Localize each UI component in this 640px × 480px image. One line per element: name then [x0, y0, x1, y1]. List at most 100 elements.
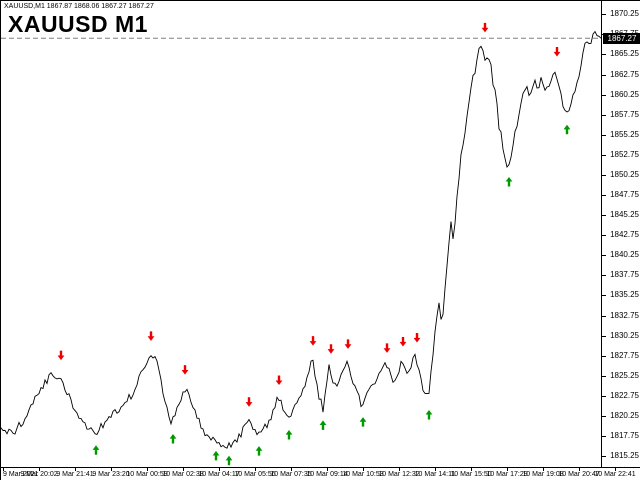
- price-tick-mark: [602, 235, 606, 237]
- price-tick-mark: [602, 355, 606, 357]
- sell-signal-arrow: [383, 343, 391, 353]
- price-tick-mark: [602, 395, 606, 397]
- price-tick-label: 1825.25: [610, 370, 639, 380]
- buy-signal-arrow: [359, 417, 367, 427]
- buy-signal-arrow: [92, 445, 100, 455]
- time-tick-label: 10 Mar 17:29: [486, 471, 528, 478]
- time-tick-label: 10 Mar 14:11: [414, 471, 456, 478]
- price-tick-label: 1852.75: [610, 149, 639, 159]
- time-tick-label: 9 Mar 2021: [3, 471, 39, 478]
- buy-signal-arrow: [425, 409, 433, 420]
- price-tick-label: 1815.25: [610, 451, 639, 461]
- price-tick-mark: [602, 335, 606, 337]
- price-tick-label: 1832.75: [610, 310, 639, 320]
- sell-signal-arrow: [245, 397, 253, 407]
- time-tick-label: 10 Mar 10:53: [342, 471, 384, 478]
- price-chart-canvas[interactable]: XAUUSD,M1 1867.87 1868.06 1867.27 1867.2…: [1, 1, 602, 468]
- price-tick-mark: [602, 436, 606, 438]
- time-tick-label: 9 Mar 20:02: [20, 471, 58, 478]
- price-tick-mark: [602, 415, 606, 417]
- time-tick-label: 10 Mar 00:59: [126, 471, 168, 478]
- sell-signal-arrow: [57, 350, 65, 361]
- price-tick-label: 1840.25: [610, 250, 639, 260]
- time-tick-label: 10 Mar 19:08: [522, 471, 564, 478]
- time-tick-label: 10 Mar 12:32: [378, 471, 420, 478]
- time-tick-mark: [615, 468, 616, 471]
- sell-signal-arrow: [399, 336, 407, 347]
- time-tick-label: 10 Mar 02:38: [162, 471, 204, 478]
- time-tick-mark: [579, 468, 580, 471]
- price-tick-mark: [602, 215, 606, 217]
- price-line: [1, 30, 601, 449]
- price-tick-label: 1842.75: [610, 230, 639, 240]
- price-tick-label: 1847.75: [610, 190, 639, 200]
- buy-signal-arrow: [255, 446, 263, 456]
- price-tick-label: 1870.25: [610, 9, 639, 19]
- price-axis[interactable]: 1867.27 1870.251867.751865.251862.751860…: [602, 1, 640, 468]
- time-tick-label: 9 Mar 21:41: [56, 471, 94, 478]
- buy-signal-arrow: [563, 124, 571, 135]
- price-tick-label: 1860.25: [610, 89, 639, 99]
- sell-signal-arrow: [147, 331, 155, 341]
- symbol-watermark: XAUUSD M1: [8, 11, 148, 37]
- price-tick-mark: [602, 134, 606, 136]
- price-tick-label: 1855.25: [610, 129, 639, 139]
- time-tick-mark: [363, 468, 364, 471]
- time-tick-mark: [3, 468, 4, 471]
- buy-signal-arrow: [505, 176, 513, 187]
- price-tick-label: 1865.25: [610, 49, 639, 59]
- price-tick-mark: [602, 195, 606, 197]
- sell-signal-arrow: [327, 344, 335, 354]
- time-tick-mark: [471, 468, 472, 471]
- sell-signal-arrow: [553, 46, 561, 57]
- price-tick-label: 1857.75: [610, 109, 639, 119]
- buy-signal-arrow: [169, 434, 177, 444]
- time-tick-mark: [327, 468, 328, 471]
- time-tick-label: 10 Mar 04:17: [198, 471, 240, 478]
- buy-signal-arrow: [212, 450, 220, 461]
- price-chart-svg: [1, 22, 601, 466]
- time-tick-label: 10 Mar 05:56: [234, 471, 276, 478]
- time-tick-mark: [147, 468, 148, 471]
- price-tick-label: 1845.25: [610, 210, 639, 220]
- time-tick-label: 9 Mar 23:20: [92, 471, 130, 478]
- time-tick-label: 10 Mar 09:14: [306, 471, 348, 478]
- time-tick-mark: [255, 468, 256, 471]
- sell-signal-arrow: [309, 336, 317, 346]
- price-tick-label: 1830.25: [610, 330, 639, 340]
- time-tick-mark: [75, 468, 76, 471]
- price-tick-label: 1862.75: [610, 69, 639, 79]
- price-tick-mark: [602, 275, 606, 277]
- sell-signal-arrow: [344, 339, 352, 349]
- time-tick-mark: [183, 468, 184, 471]
- price-tick-mark: [602, 375, 606, 377]
- time-tick-label: 10 Mar 20:47: [558, 471, 600, 478]
- price-tick-label: 1817.75: [610, 431, 639, 441]
- price-tick-label: 1822.75: [610, 390, 639, 400]
- time-tick-label: 10 Mar 07:35: [270, 471, 312, 478]
- time-tick-mark: [111, 468, 112, 471]
- time-tick-mark: [291, 468, 292, 471]
- time-tick-mark: [39, 468, 40, 471]
- ohlc-info: XAUUSD,M1 1867.87 1868.06 1867.27 1867.2…: [4, 3, 154, 10]
- sell-signal-arrow: [481, 22, 489, 33]
- price-tick-label: 1827.75: [610, 350, 639, 360]
- price-tick-mark: [602, 14, 606, 16]
- price-tick-mark: [602, 94, 606, 96]
- time-tick-label: 10 Mar 22:41: [594, 471, 636, 478]
- price-tick-mark: [602, 456, 606, 458]
- time-tick-label: 10 Mar 15:50: [450, 471, 492, 478]
- price-tick-label: 1820.25: [610, 410, 639, 420]
- price-tick-mark: [602, 74, 606, 76]
- time-axis[interactable]: 9 Mar 2021 9 Mar 20:02 9 Mar 21:41 9 Mar 23…: [1, 468, 640, 480]
- price-tick-mark: [602, 114, 606, 116]
- sell-signal-arrow: [275, 375, 283, 386]
- time-tick-mark: [435, 468, 436, 471]
- time-tick-mark: [507, 468, 508, 471]
- price-tick-mark: [602, 315, 606, 317]
- price-tick-label: 1835.25: [610, 290, 639, 300]
- buy-signal-arrow: [225, 455, 233, 466]
- buy-signal-arrow: [285, 430, 293, 440]
- price-tick-mark: [602, 295, 606, 297]
